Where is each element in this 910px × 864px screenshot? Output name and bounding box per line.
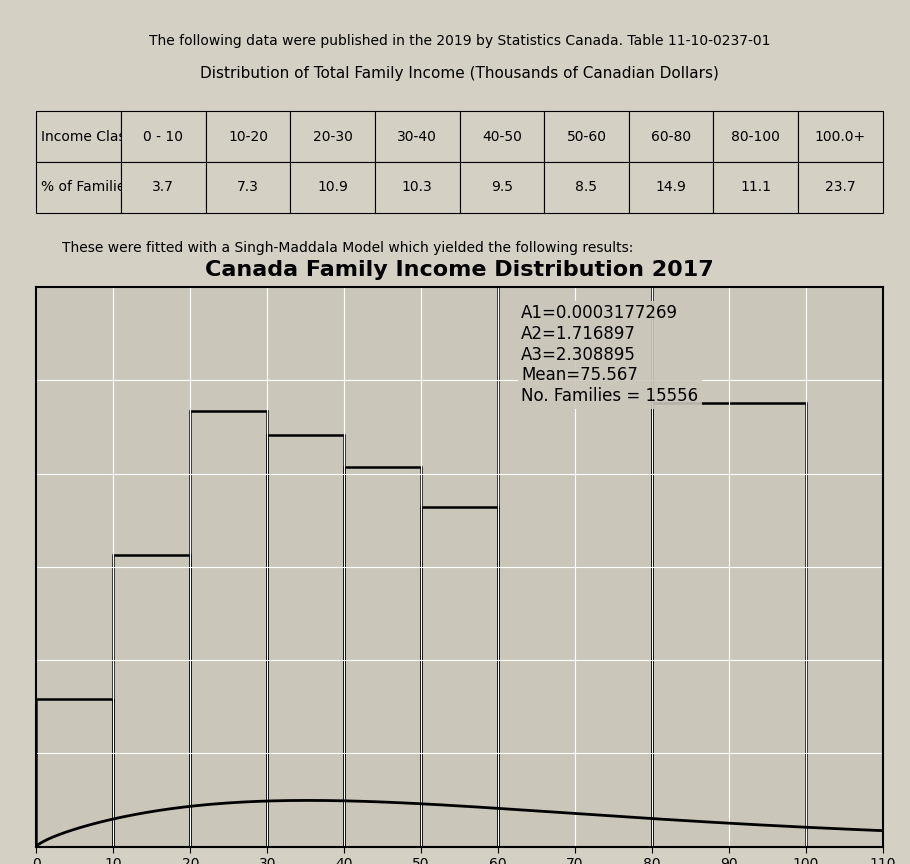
Bar — [498, 251, 652, 847]
Bar — [652, 403, 805, 847]
Text: A1=0.0003177269
A2=1.716897
A3=2.308895
Mean=75.567
No. Families = 15556: A1=0.0003177269 A2=1.716897 A3=2.308895 … — [521, 304, 698, 405]
Text: Distribution of Total Family Income (Thousands of Canadian Dollars): Distribution of Total Family Income (Tho… — [200, 67, 719, 81]
Bar — [114, 555, 190, 847]
Text: These were fitted with a Singh-Maddala Model which yielded the following results: These were fitted with a Singh-Maddala M… — [62, 241, 633, 255]
Bar — [190, 411, 268, 847]
Title: Canada Family Income Distribution 2017: Canada Family Income Distribution 2017 — [205, 260, 714, 280]
Bar — [344, 467, 421, 847]
Bar — [421, 507, 498, 847]
Bar — [36, 699, 114, 847]
Bar — [268, 435, 344, 847]
Text: The following data were published in the 2019 by Statistics Canada. Table 11-10-: The following data were published in the… — [149, 35, 770, 48]
